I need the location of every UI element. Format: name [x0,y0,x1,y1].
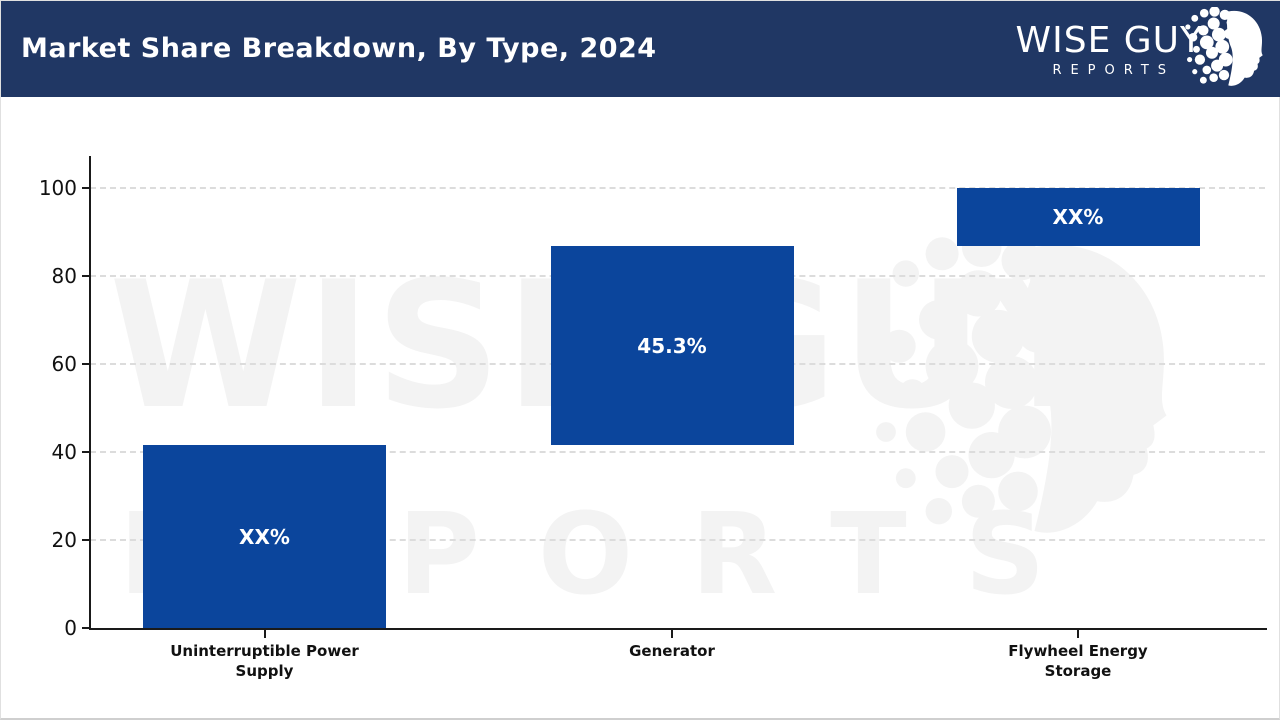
header-bar: Market Share Breakdown, By Type, 2024 WI… [1,1,1280,97]
y-tick-0 [82,627,90,629]
x-category-label-3: Flywheel Energy Storage [1008,642,1148,681]
bar-value-label-2: 45.3% [637,333,707,358]
page-title: Market Share Breakdown, By Type, 2024 [21,33,657,64]
brand-name: WISE GUY [1015,20,1203,61]
y-tick-60 [82,363,90,365]
watermark-head-icon [869,227,1167,533]
y-tick-100 [82,187,90,189]
brand-logo: WISE GUY REPORTS [1016,5,1269,95]
x-tick-2 [671,630,673,638]
x-tick-3 [1077,630,1079,638]
x-tick-1 [263,630,266,638]
brand-subtitle: REPORTS [1052,63,1176,78]
bar-2 [550,246,794,446]
y-tick-20 [82,539,90,541]
y-tick-label-20: 20 [51,528,77,552]
x-category-label-2: Generator [629,642,715,660]
gridline-100 [90,187,1265,189]
bar-1 [143,445,386,628]
x-axis-line [89,628,1267,630]
brand-logo-text: WISE GUY REPORTS [1015,20,1204,79]
bar-value-label-3: XX% [1052,205,1104,230]
y-axis-line [89,156,91,630]
bar-3 [956,188,1200,247]
y-tick-label-0: 0 [64,616,77,640]
y-tick-label-40: 40 [51,440,77,464]
gridline-20 [90,539,1265,541]
y-tick-label-60: 60 [51,352,77,376]
y-tick-80 [82,275,90,277]
y-tick-40 [82,451,90,453]
bar-value-label-1: XX% [239,524,290,549]
y-tick-label-80: 80 [51,264,77,288]
y-tick-label-100: 100 [38,176,77,200]
x-category-label-1: Uninterruptible Power Supply [170,642,359,681]
gridline-40 [90,451,1265,453]
brand-head-icon [1185,7,1263,86]
